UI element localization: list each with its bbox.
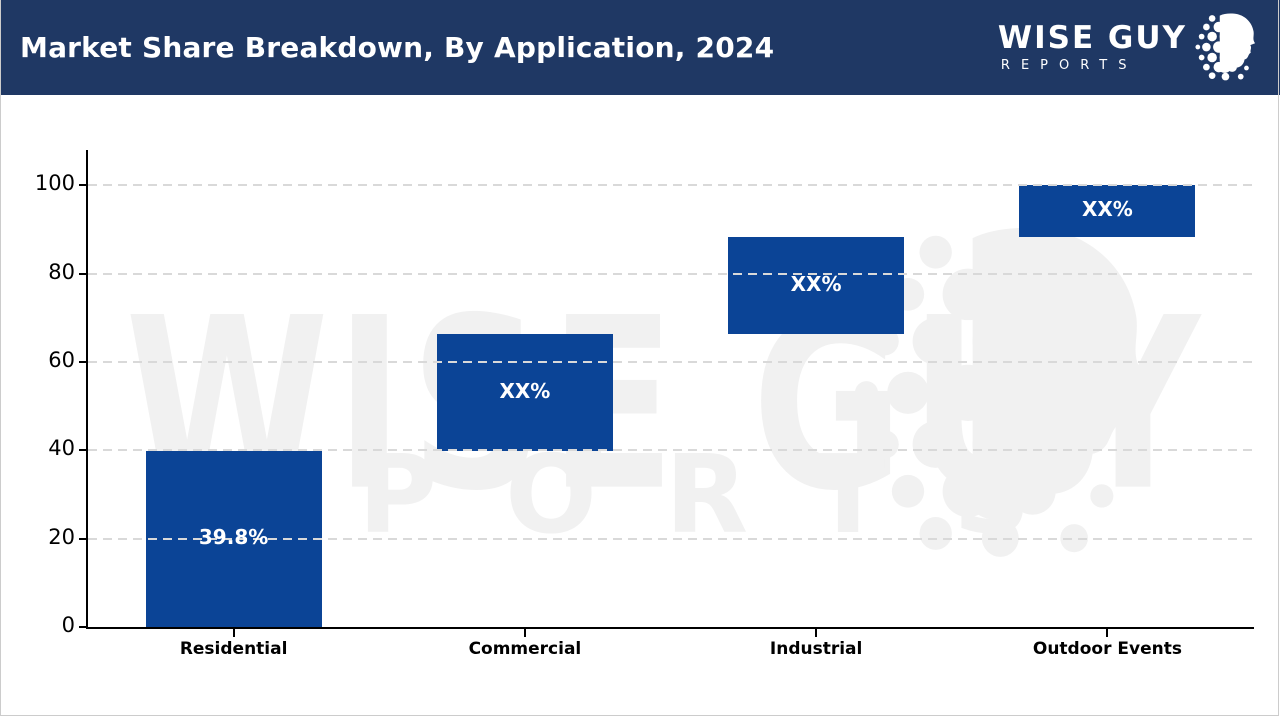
x-tick-mark [232,629,235,637]
y-tick-mark [79,626,88,628]
page-title: Market Share Breakdown, By Application, … [20,31,775,64]
y-tick-label: 60 [48,347,75,372]
gridline [88,537,1253,540]
bar-value-label: XX% [790,271,842,296]
y-tick-mark [79,449,88,452]
brand-wordmark: WISE GUY REPORTS [997,19,1187,73]
gridline [88,272,1253,275]
brand-head-icon [1195,12,1256,80]
category-label: Commercial [468,639,582,659]
y-tick-label: 20 [48,524,75,549]
y-tick-mark [79,360,88,363]
bar-industrial [728,237,905,334]
y-tick-mark [79,272,88,275]
x-tick-mark [815,629,818,637]
brand-name-text: WISE GUY [997,19,1187,56]
x-tick-mark [523,629,526,637]
y-axis-line [86,150,88,629]
y-tick-label: 0 [61,613,75,637]
y-tick-label: 100 [34,171,75,196]
brand-logo: WISE GUY REPORTS [998,7,1256,89]
category-label: Industrial [769,639,863,659]
bar-value-label: XX% [499,378,551,403]
y-tick-mark [79,537,88,540]
bar-commercial [436,333,613,452]
y-tick-label: 40 [48,436,75,461]
y-tick-mark [79,184,88,187]
gridline [88,449,1253,452]
x-axis-line [86,627,1254,629]
bar-outdoor-events [1019,185,1196,238]
bar-value-label: 39.8% [198,525,269,550]
y-tick-label: 80 [48,259,75,284]
gridline [88,360,1253,363]
gridline [88,184,1253,187]
category-label: Residential [179,639,288,659]
header-bar: Market Share Breakdown, By Application, … [0,0,1280,95]
x-tick-mark [1106,629,1109,637]
category-label: Outdoor Events [1032,639,1182,659]
bar-value-label: XX% [1081,197,1133,222]
brand-reports-text: REPORTS [1000,57,1138,73]
